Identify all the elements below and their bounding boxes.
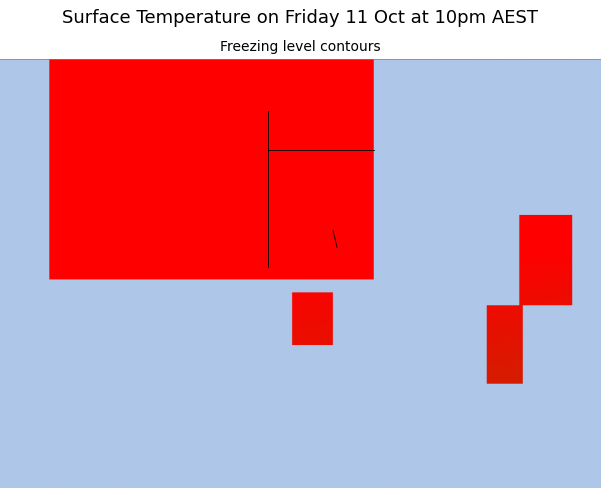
Text: Surface Temperature on Friday 11 Oct at 10pm AEST: Surface Temperature on Friday 11 Oct at … xyxy=(63,9,538,26)
Text: Freezing level contours: Freezing level contours xyxy=(220,40,381,54)
